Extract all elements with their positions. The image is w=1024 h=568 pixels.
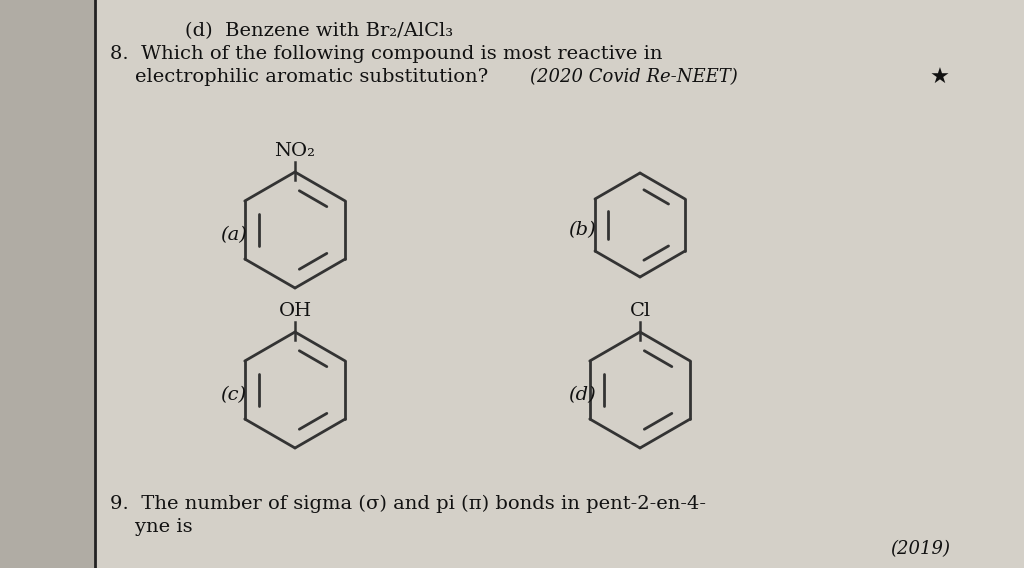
Text: electrophilic aromatic substitution?: electrophilic aromatic substitution? [110,68,488,86]
Text: Cl: Cl [630,302,650,320]
Text: (a): (a) [220,226,247,244]
Text: (b): (b) [568,221,596,239]
Text: 9.  The number of sigma (σ) and pi (π) bonds in pent-2-en-4-: 9. The number of sigma (σ) and pi (π) bo… [110,495,706,513]
Text: 8.  Which of the following compound is most reactive in: 8. Which of the following compound is mo… [110,45,663,63]
Text: NO₂: NO₂ [274,142,315,160]
Text: (d): (d) [568,386,596,404]
Text: OH: OH [279,302,311,320]
Bar [0,0,95,568]
Text: (2019): (2019) [890,540,950,558]
Text: (d)  Benzene with Br₂/AlCl₃: (d) Benzene with Br₂/AlCl₃ [185,22,454,40]
Text: yne is: yne is [110,518,193,536]
Text: ★: ★ [930,68,950,88]
Text: (c): (c) [220,386,246,404]
Text: (2020 Covid Re-NEET): (2020 Covid Re-NEET) [530,68,737,86]
